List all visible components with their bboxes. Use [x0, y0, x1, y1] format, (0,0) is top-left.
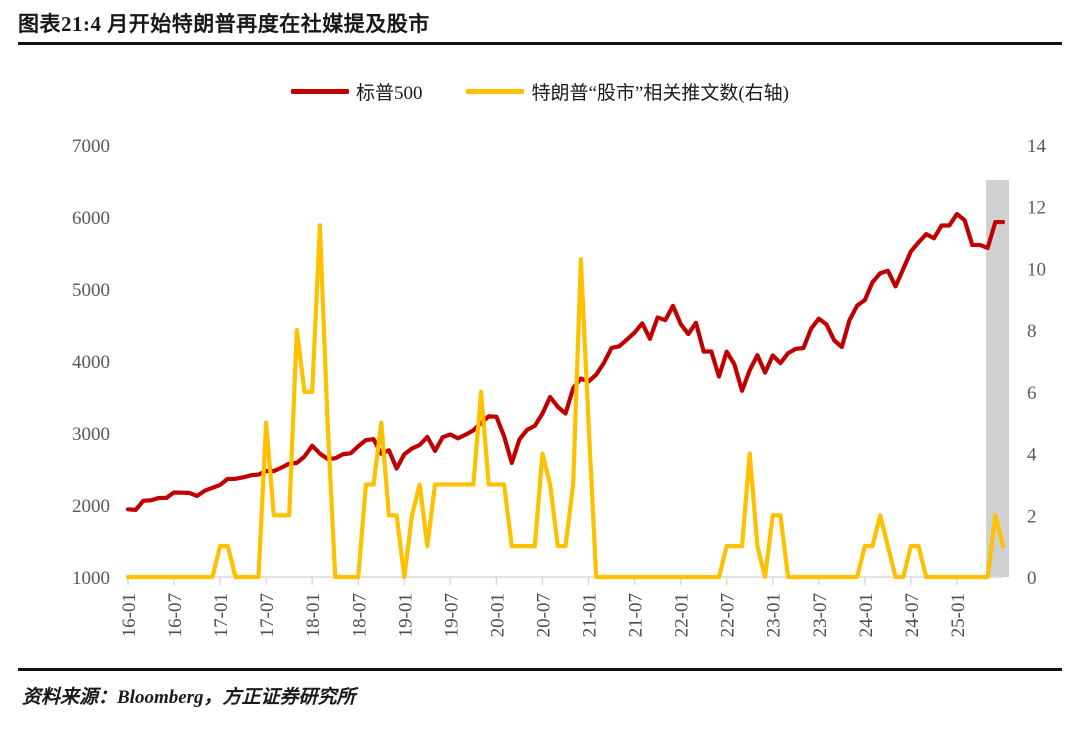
x-tick-label-19-07: 19-07 [441, 593, 462, 637]
y-right-tick-8: 8 [1027, 321, 1037, 342]
legend-item-tweets[interactable]: 特朗普“股市”相关推文数(右轴) [466, 78, 789, 105]
legend-label-tweets: 特朗普“股市”相关推文数(右轴) [531, 83, 790, 104]
page-title: 图表21:4 月开始特朗普再度在社媒提及股市 [18, 12, 430, 36]
x-tick-label-22-01: 22-01 [672, 593, 693, 637]
legend-swatch-sp500 [290, 89, 349, 94]
y-right-tick-10: 10 [1027, 259, 1046, 280]
x-tick-label-21-01: 21-01 [580, 593, 601, 637]
y-right-tick-0: 0 [1027, 568, 1037, 589]
x-tick-label-18-01: 18-01 [303, 593, 324, 637]
y-axis-left-labels: 1000 2000 3000 4000 5000 6000 7000 [72, 136, 110, 589]
source-divider [18, 668, 1062, 671]
legend-swatch-tweets [466, 89, 525, 94]
x-tick-label-23-07: 23-07 [810, 593, 831, 637]
series-line-sp500 [125, 211, 1006, 512]
y-right-tick-14: 14 [1027, 136, 1047, 157]
legend-label-sp500: 标普500 [355, 83, 423, 104]
x-tick-label-17-01: 17-01 [211, 593, 232, 637]
highlight-band-group [986, 180, 1009, 577]
x-tick-label-19-01: 19-01 [395, 593, 416, 637]
highlight-band [986, 180, 1009, 577]
y-right-tick-2: 2 [1027, 506, 1037, 527]
x-tick-label-21-07: 21-07 [626, 593, 647, 637]
title-divider [18, 42, 1062, 45]
source-text: 资料来源：Bloomberg，方正证券研究所 [22, 687, 356, 708]
chart-area: 1000 2000 3000 4000 5000 6000 7000 0 2 4 6 8 10 12 14… [0, 108, 1080, 664]
x-tick-label-22-07: 22-07 [718, 593, 739, 637]
x-tick-label-16-07: 16-07 [165, 593, 186, 637]
y-axis-right-labels: 0 2 4 6 8 10 12 14 [1027, 136, 1047, 589]
chart-legend: 标普500 特朗普“股市”相关推文数(右轴) [0, 78, 1080, 105]
x-tick-label-18-07: 18-07 [349, 593, 370, 637]
x-tick-label-23-01: 23-01 [764, 593, 785, 637]
x-tick-label-24-01: 24-01 [856, 593, 877, 637]
x-tick-label-16-01: 16-01 [119, 593, 140, 637]
y-left-tick-1000: 1000 [72, 568, 110, 589]
chart-svg: 1000 2000 3000 4000 5000 6000 7000 0 2 4 6 8 10 12 14… [72, 136, 1047, 637]
x-tick-label-25-01: 25-01 [948, 593, 969, 637]
y-right-tick-6: 6 [1027, 383, 1037, 404]
x-tick-label-24-07: 24-07 [902, 593, 923, 637]
y-left-tick-2000: 2000 [72, 496, 110, 517]
y-left-tick-5000: 5000 [72, 280, 110, 301]
x-tick-label-17-07: 17-07 [257, 593, 278, 637]
x-tick-label-20-01: 20-01 [487, 593, 508, 637]
series-line-tweets [125, 223, 1006, 580]
y-right-tick-12: 12 [1027, 198, 1046, 219]
y-left-tick-6000: 6000 [72, 208, 110, 229]
x-tick-label-20-07: 20-07 [533, 593, 554, 637]
y-right-tick-4: 4 [1027, 445, 1037, 466]
x-axis-labels: 16-01 16-07 17-01 17-07 18-01 18-07 19-01 19-07… [119, 593, 969, 637]
y-left-tick-7000: 7000 [72, 136, 110, 157]
y-left-tick-3000: 3000 [72, 424, 110, 445]
legend-item-sp500[interactable]: 标普500 [290, 78, 423, 105]
y-left-tick-4000: 4000 [72, 352, 110, 373]
